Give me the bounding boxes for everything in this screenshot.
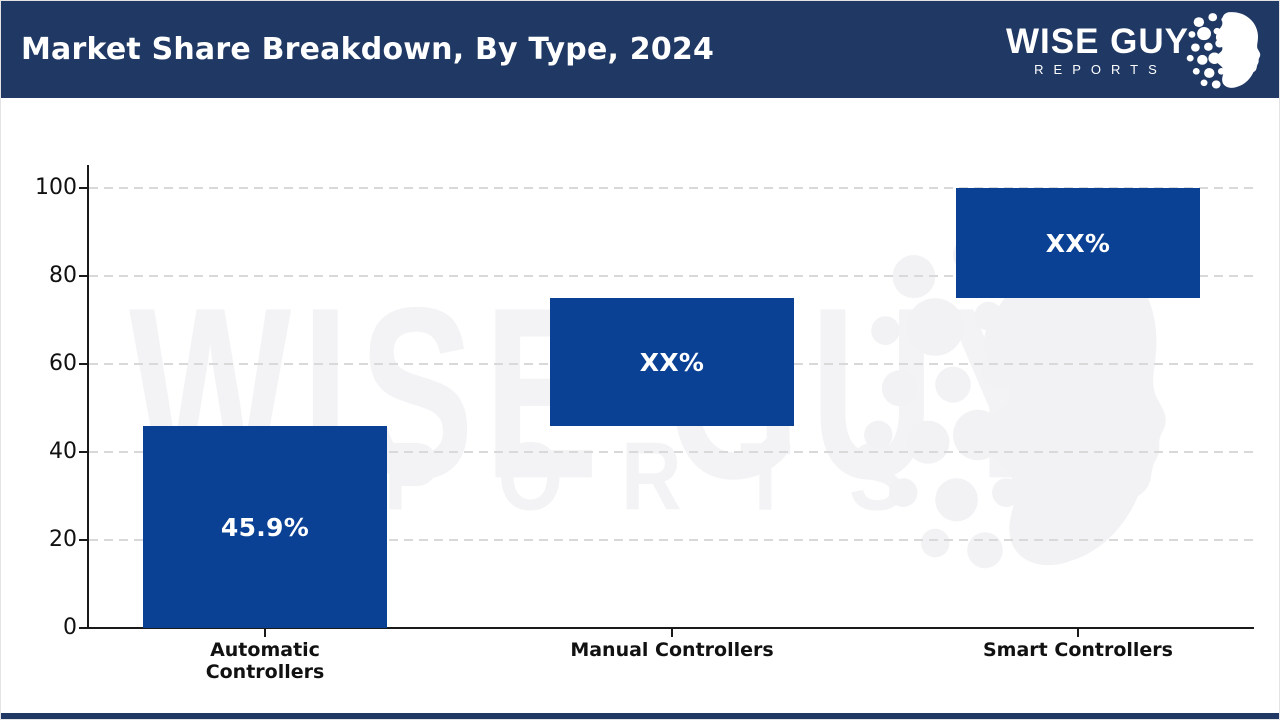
y-tick-mark [79,275,88,277]
gridline [89,187,1254,189]
y-tick-label: 0 [63,615,77,640]
category-label: Smart Controllers [983,639,1173,661]
gridline [89,275,1254,277]
brand-logo-wordmark: WISE GUY [1005,21,1189,61]
x-tick-mark [671,629,673,637]
gridline [89,451,1254,453]
y-tick-label: 40 [49,439,77,464]
x-tick-mark [264,629,266,637]
category-label: Automatic Controllers [205,639,325,683]
header-bar: Market Share Breakdown, By Type, 2024 WI… [1,1,1279,98]
y-tick-mark [79,363,88,365]
y-tick-mark [79,539,88,541]
chart-title: Market Share Breakdown, By Type, 2024 [21,32,715,67]
y-tick-label: 80 [49,263,77,288]
y-tick-label: 20 [49,527,77,552]
brand-logo-subtitle: REPORTS [1034,61,1167,77]
y-tick-label: 100 [35,175,77,200]
gridline [89,539,1254,541]
y-tick-mark [79,627,88,629]
category-label: Manual Controllers [570,639,774,661]
y-axis-line [87,165,89,629]
brand-face-icon [1186,11,1261,89]
bar-value-label: XX% [1045,228,1111,258]
y-tick-mark [79,187,88,189]
x-tick-mark [1077,629,1079,637]
bar-value-label: 45.9% [220,512,310,542]
x-axis-line [87,627,1254,629]
brand-logo: WISE GUY REPORTS [1006,9,1263,91]
bar: XX% [550,298,794,427]
y-tick-label: 60 [49,351,77,376]
footer-bar [1,713,1279,719]
bar-value-label: XX% [639,347,705,377]
bar: 45.9% [143,426,387,628]
y-tick-mark [79,451,88,453]
bar: XX% [956,188,1200,298]
